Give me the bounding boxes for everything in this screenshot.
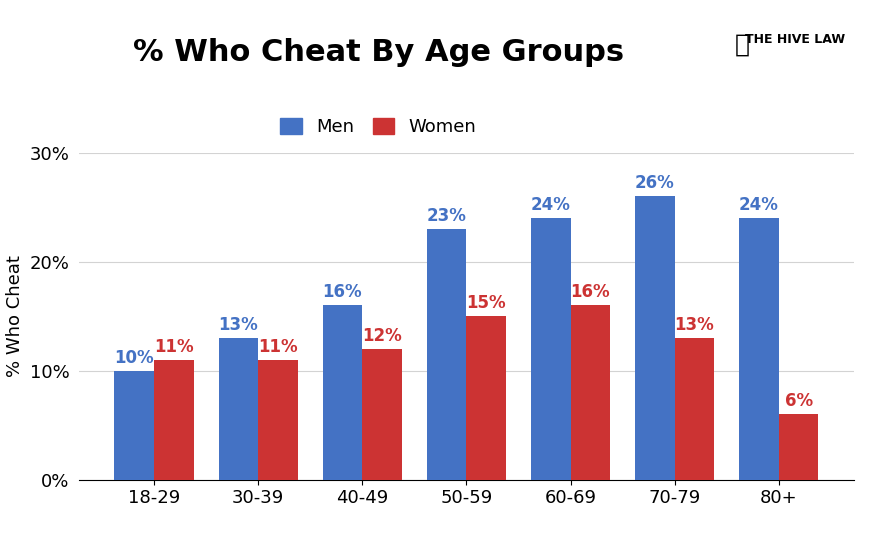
Text: 10%: 10% [114,349,154,367]
Text: 16%: 16% [323,283,363,301]
Bar [114,371,154,480]
Text: THE HIVE LAW: THE HIVE LAW [744,33,845,46]
Bar [739,218,779,480]
Text: 16%: 16% [570,283,610,301]
Bar [427,229,466,480]
Bar [675,338,715,480]
Bar [570,305,610,480]
Text: 🐝: 🐝 [735,33,750,57]
Bar [154,360,194,480]
Bar [218,338,258,480]
Text: 15%: 15% [466,294,506,312]
Bar [635,196,675,480]
Text: 13%: 13% [675,316,715,334]
Text: 24%: 24% [531,196,571,214]
Bar [323,305,363,480]
Text: 13%: 13% [218,316,258,334]
Text: 24%: 24% [739,196,779,214]
Legend: Men, Women: Men, Women [281,118,476,136]
Text: 11%: 11% [154,338,194,356]
Bar [363,349,402,480]
Bar [466,316,506,480]
Text: 23%: 23% [427,207,466,225]
Text: 26%: 26% [635,174,675,192]
Bar [258,360,297,480]
Text: 11%: 11% [258,338,297,356]
Bar [779,414,818,480]
Text: 12%: 12% [363,327,402,345]
Text: 6%: 6% [785,392,812,410]
Y-axis label: % Who Cheat: % Who Cheat [6,255,24,377]
Bar [531,218,570,480]
Text: % Who Cheat By Age Groups: % Who Cheat By Age Groups [133,38,624,67]
